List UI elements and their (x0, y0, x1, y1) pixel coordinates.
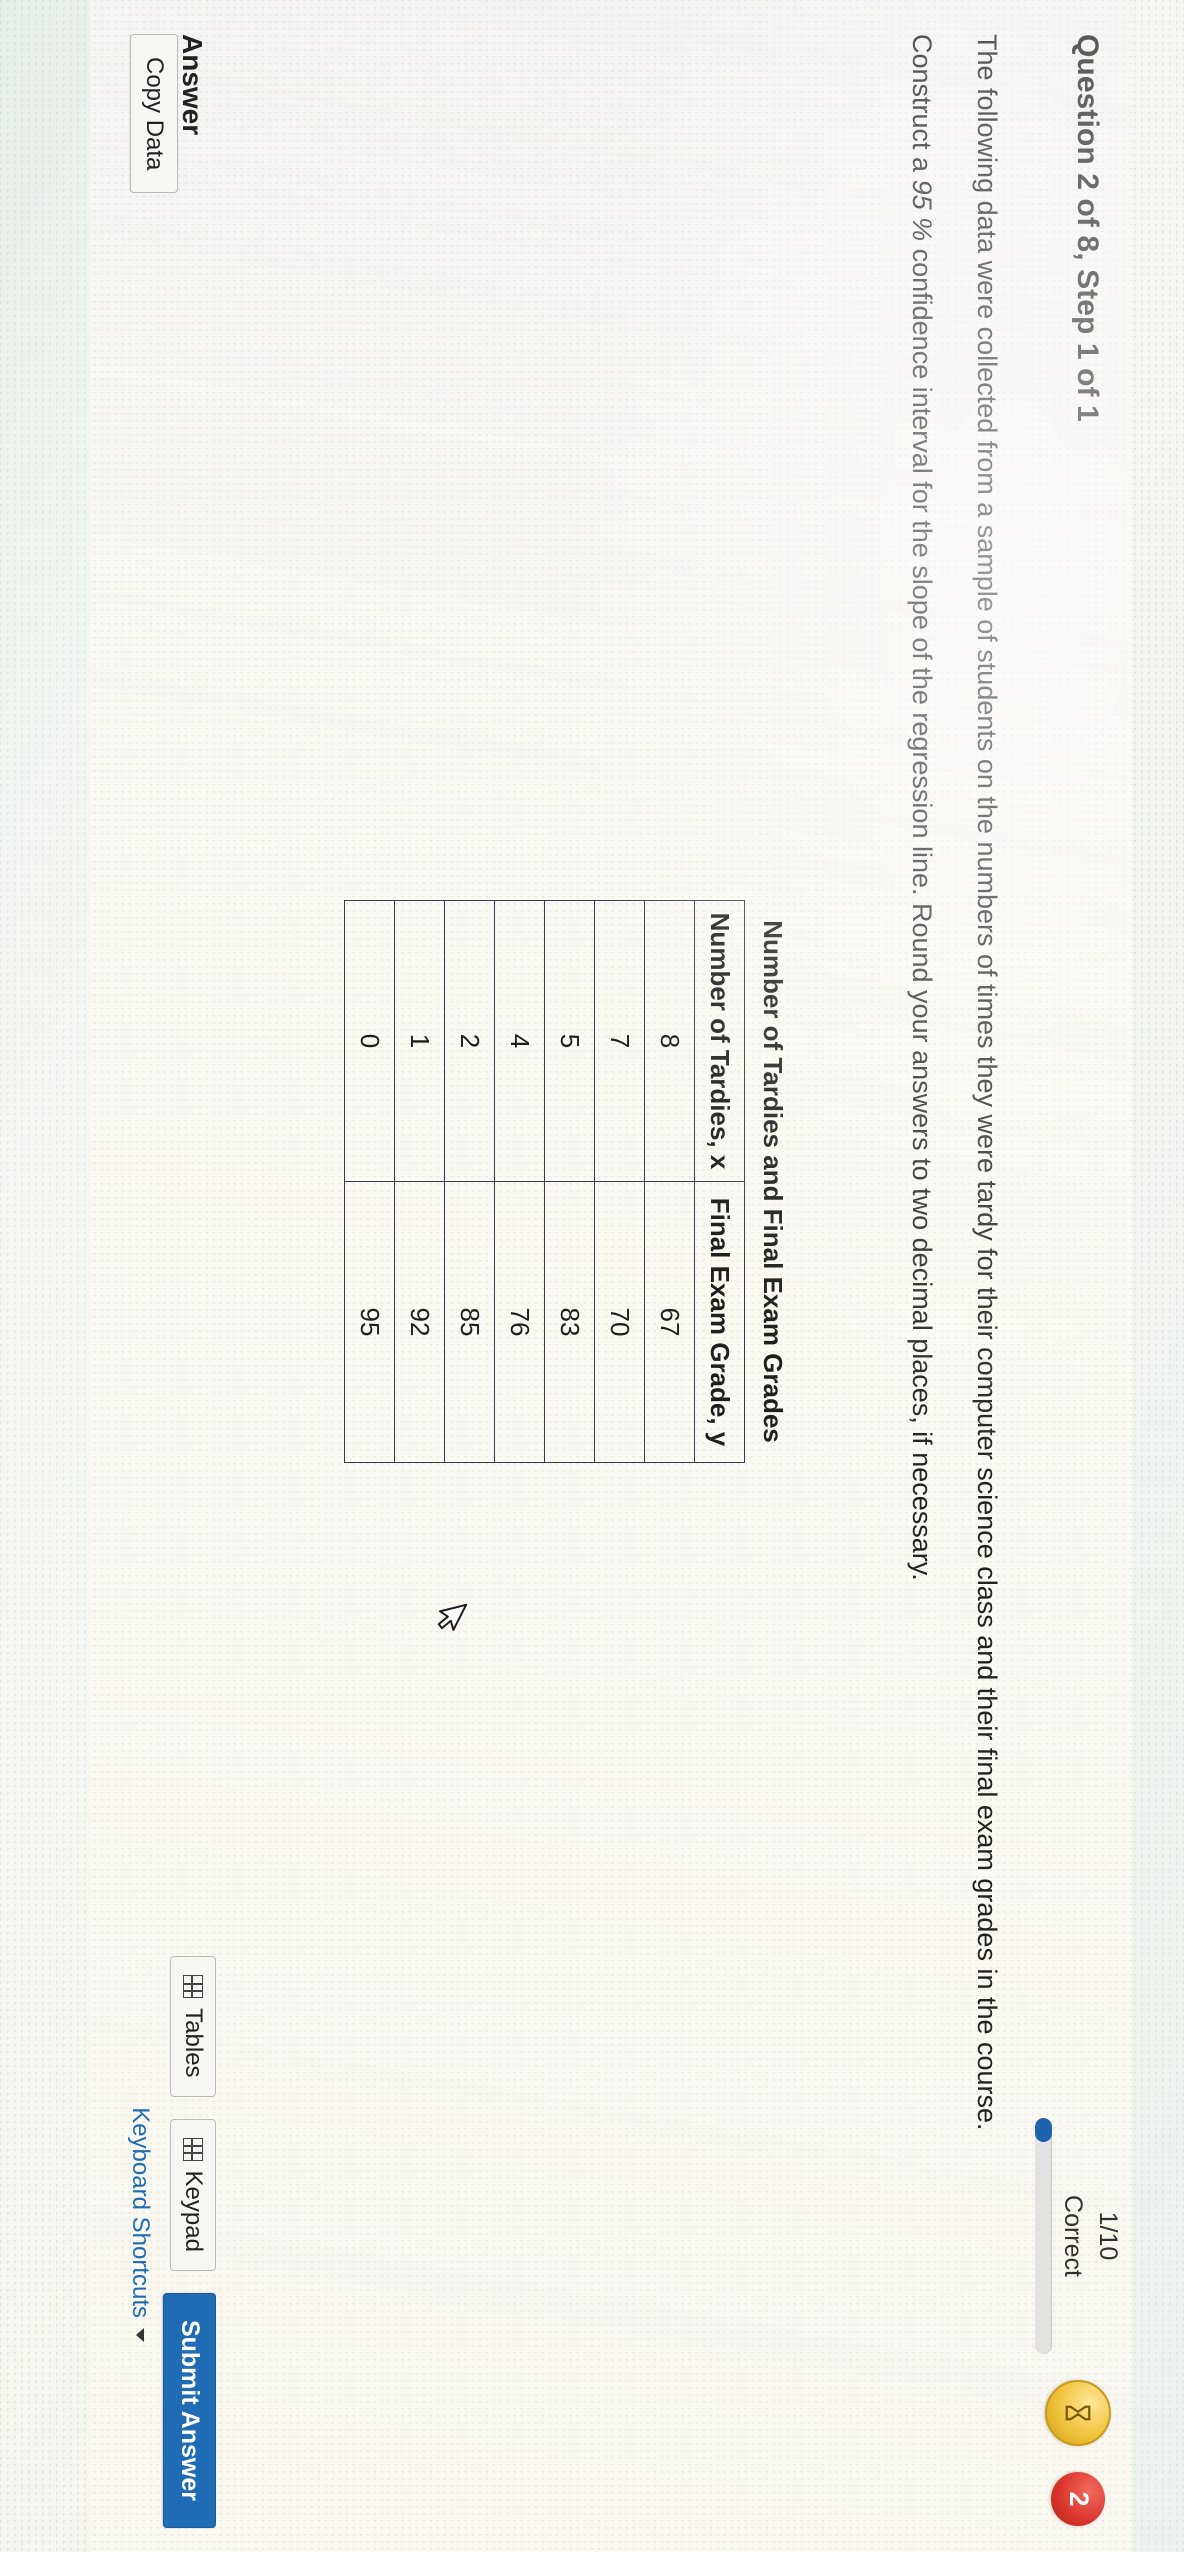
instruction-pre: Construct a (907, 34, 938, 180)
table-grid-icon (183, 1975, 203, 1999)
answer-label: Answer (177, 34, 208, 136)
page-title: Question 2 of 8, Step 1 of 1 (1071, 34, 1104, 422)
cell-y: 92 (394, 1181, 445, 1463)
tables-button-label: Tables (180, 2008, 207, 2078)
cell-y: 85 (444, 1181, 495, 1463)
cell-y: 70 (594, 1181, 645, 1463)
cell-y: 76 (494, 1181, 545, 1463)
hourglass-icon[interactable] (1045, 2380, 1112, 2446)
confidence-level: 95 % (907, 179, 938, 242)
chevron-down-icon (136, 2328, 144, 2342)
keyboard-shortcuts-toggle[interactable]: Keyboard Shortcuts (126, 2107, 154, 2342)
keyboard-shortcuts-label: Keyboard Shortcuts (127, 2107, 154, 2318)
table-header-row: Number of Tardies, x Final Exam Grade, y (694, 900, 745, 1463)
table-row: 0 95 (344, 900, 395, 1463)
cell-x: 8 (644, 900, 695, 1182)
cell-x: 4 (494, 900, 545, 1182)
question-paragraph-2: Construct a 95 % confidence interval for… (902, 34, 941, 2364)
table-row: 5 83 (544, 900, 595, 1463)
cell-x: 2 (444, 900, 495, 1182)
question-text: The following data were collected from a… (876, 34, 1006, 2364)
progress-bar (1035, 2118, 1052, 2354)
table-row: 2 85 (444, 900, 495, 1463)
question-header: Question 2 of 8, Step 1 of 1 1/10 Correc… (1024, 0, 1132, 2552)
table-row: 4 76 (494, 900, 545, 1463)
answer-tools: Tables Keypad Submit Answer (163, 1956, 216, 2528)
cell-x: 0 (344, 900, 395, 1182)
question-body: The following data were collected from a… (90, 0, 1024, 2552)
alert-badge[interactable]: 2 (1051, 2472, 1106, 2526)
answer-bar: Answer Tables Keypad Submit Answer Keybo… (90, 0, 222, 2552)
keypad-button-label: Keypad (180, 2170, 207, 2252)
instruction-post: confidence interval for the slope of the… (907, 241, 938, 1581)
cell-y: 83 (544, 1181, 595, 1463)
column-header-x: Number of Tardies, x (694, 900, 745, 1182)
cell-y: 67 (644, 1181, 695, 1463)
table-row: 7 70 (594, 900, 645, 1463)
submit-answer-button[interactable]: Submit Answer (163, 2292, 216, 2528)
table-caption: Number of Tardies and Final Exam Grades (758, 920, 788, 1443)
table-body: 8 67 7 70 5 83 4 76 (344, 900, 695, 1463)
cell-x: 1 (394, 900, 445, 1182)
app-window: Question 2 of 8, Step 1 of 1 1/10 Correc… (90, 0, 1132, 2552)
table-row: 1 92 (394, 900, 445, 1463)
score-value: 1/10 (1094, 2211, 1122, 2261)
data-table-wrapper: Number of Tardies and Final Exam Grades … (344, 900, 788, 1463)
header-status-group: 1/10 Correct 2 (1035, 2118, 1122, 2526)
score-progress: 1/10 Correct (1035, 2118, 1122, 2354)
keypad-grid-icon (183, 2137, 203, 2161)
progress-bar-fill (1035, 2118, 1052, 2142)
cell-y: 95 (344, 1181, 395, 1463)
score-status: Correct (1059, 2195, 1087, 2277)
question-paragraph-1: The following data were collected from a… (972, 34, 1002, 2131)
cell-x: 7 (594, 900, 645, 1182)
table-row: 8 67 (644, 900, 695, 1463)
column-header-y: Final Exam Grade, y (694, 1181, 745, 1463)
data-table: Number of Tardies and Final Exam Grades … (344, 900, 788, 1463)
tables-button[interactable]: Tables (170, 1956, 216, 2097)
keypad-button[interactable]: Keypad (170, 2118, 216, 2271)
cell-x: 5 (544, 900, 595, 1182)
